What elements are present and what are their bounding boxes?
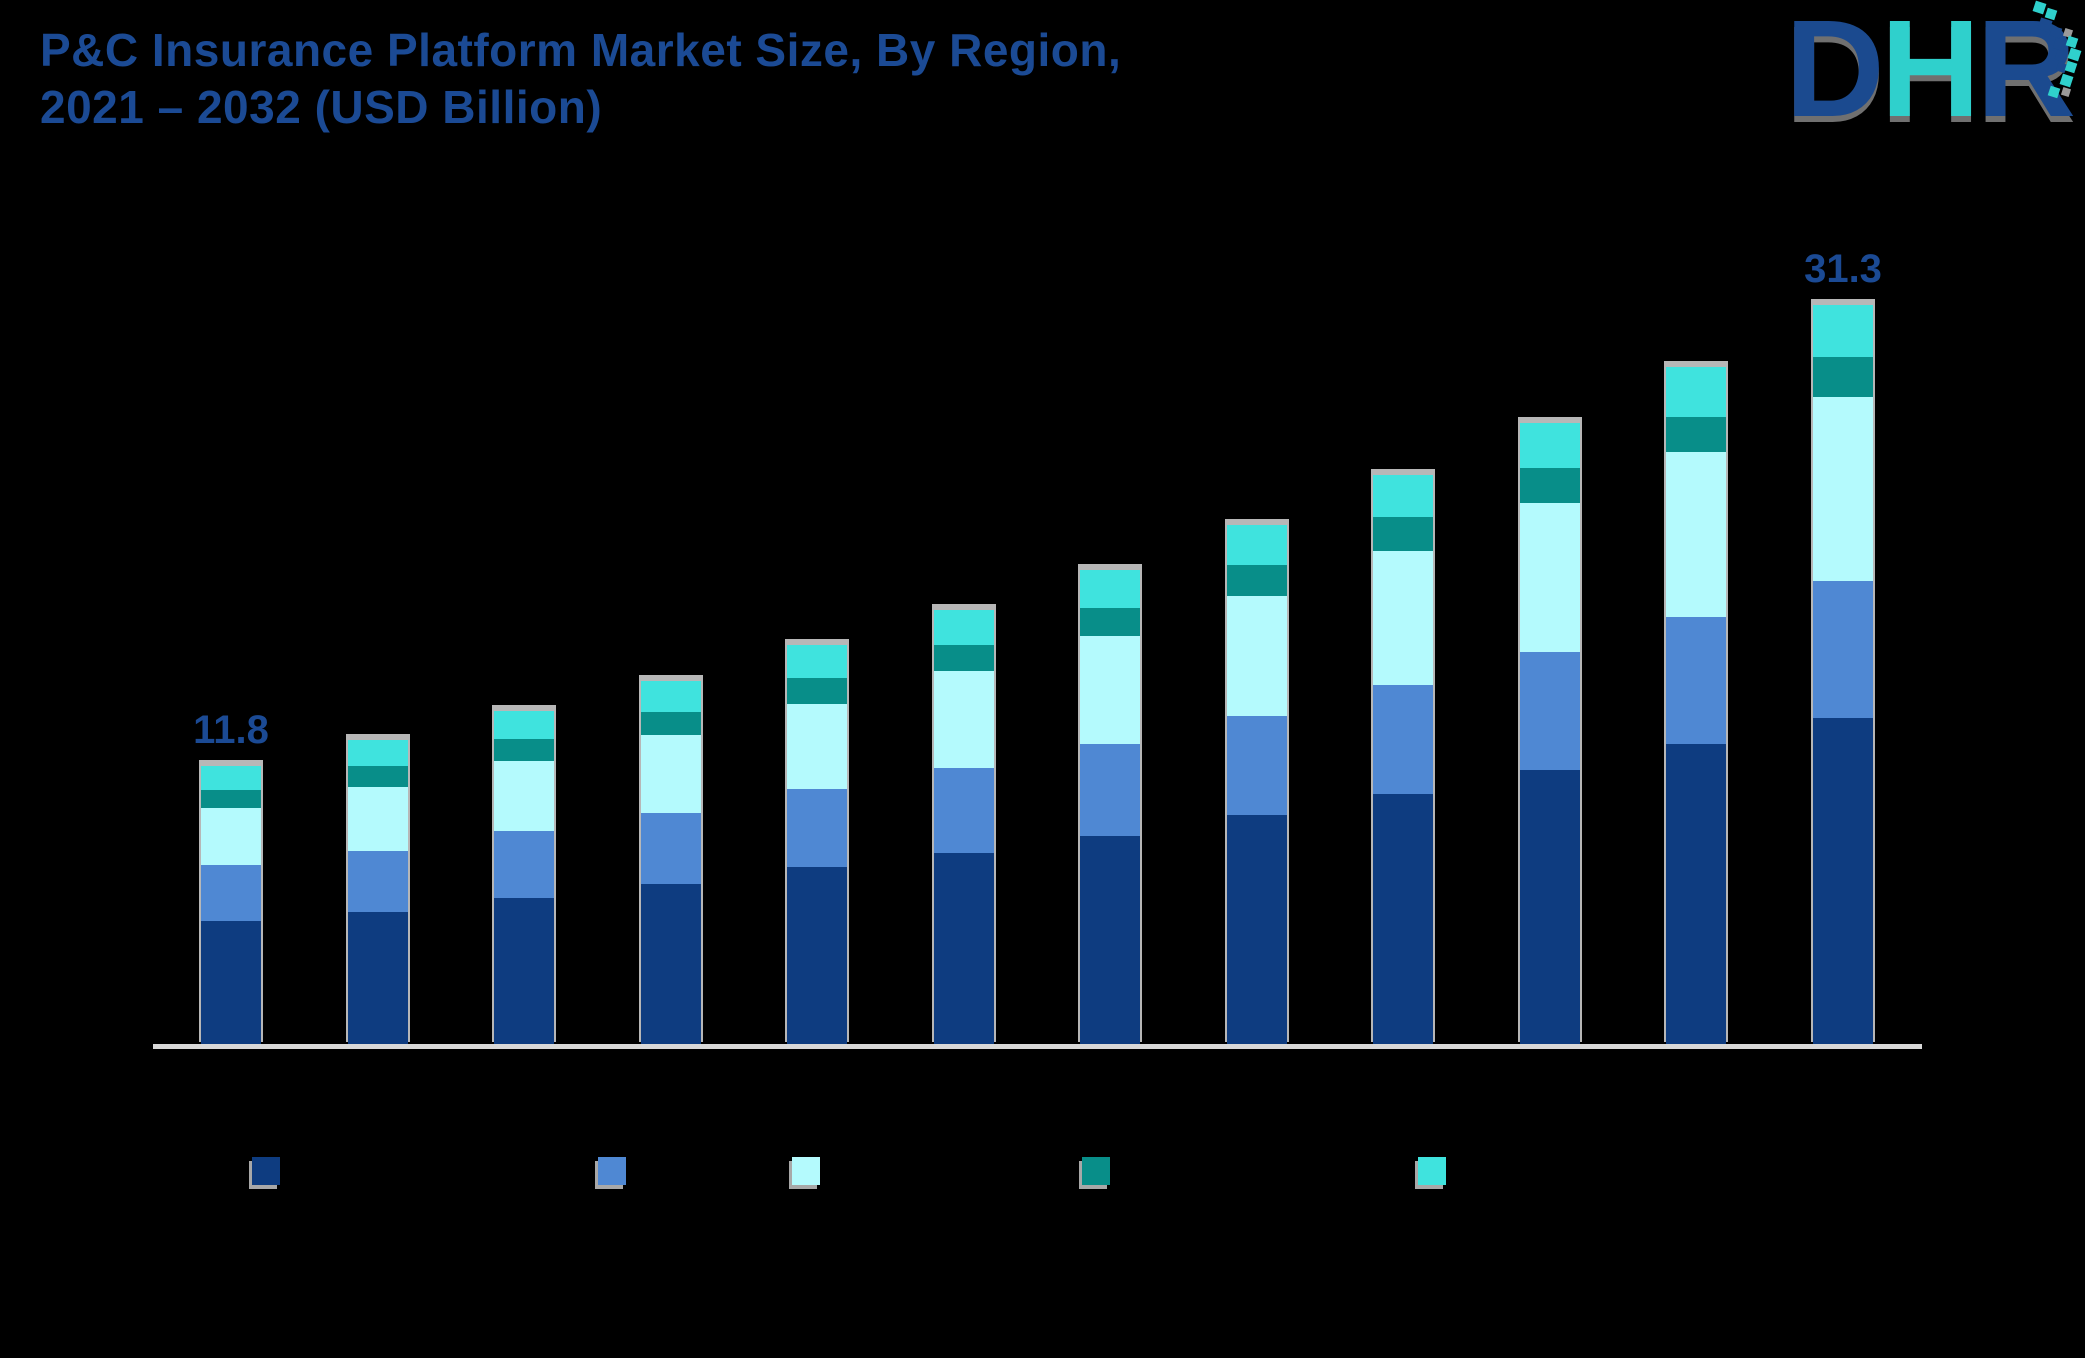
bar-2024 <box>641 681 701 1044</box>
bar-2026 <box>934 610 994 1044</box>
bar-2021-segment-2-medium-blue <box>201 864 261 922</box>
bar-2030 <box>1520 423 1580 1044</box>
bar-2031-segment-5-turquoise-top <box>1666 367 1726 417</box>
chart-title-line2: 2021 – 2032 (USD Billion) <box>40 81 603 133</box>
bar-2022-segment-5-turquoise-top <box>348 740 408 766</box>
bar-2031-segment-2-medium-blue <box>1666 617 1726 745</box>
bar-2029-segment-3-light-cyan <box>1373 550 1433 686</box>
bar-2032-segment-4-dark-teal <box>1813 356 1873 398</box>
bar-2027-segment-5-turquoise-top <box>1080 570 1140 608</box>
bar-2031-segment-3-light-cyan <box>1666 451 1726 618</box>
bar-2021 <box>201 766 261 1044</box>
bar-2027-segment-1-navy-bottom <box>1080 836 1140 1044</box>
bar-2025-segment-2-medium-blue <box>787 789 847 867</box>
bar-2022 <box>348 740 408 1044</box>
value-label-2021: 11.8 <box>193 708 269 752</box>
bar-2024-segment-5-turquoise-top <box>641 681 701 712</box>
chart-title: P&C Insurance Platform Market Size, By R… <box>40 22 1121 136</box>
bar-2030-segment-4-dark-teal <box>1520 467 1580 504</box>
bar-2021-segment-4-dark-teal <box>201 789 261 809</box>
bar-2021-segment-5-turquoise-top <box>201 766 261 790</box>
bar-2029-segment-4-dark-teal <box>1373 517 1433 551</box>
bar-2032 <box>1813 305 1873 1044</box>
bar-2032-segment-1-navy-bottom <box>1813 718 1873 1044</box>
bar-2023-segment-5-turquoise-top <box>494 711 554 740</box>
logo-letter-d: D <box>1785 0 1885 146</box>
bar-2030-segment-5-turquoise-top <box>1520 423 1580 468</box>
bar-2027-segment-2-medium-blue <box>1080 744 1140 837</box>
bar-2022-segment-2-medium-blue <box>348 850 408 913</box>
bar-2025 <box>787 645 847 1044</box>
bar-2021-segment-3-light-cyan <box>201 808 261 865</box>
bar-2028-segment-1-navy-bottom <box>1227 815 1287 1044</box>
bar-2028 <box>1227 525 1287 1044</box>
logo-letter-h: H <box>1880 0 1981 146</box>
bar-2023 <box>494 711 554 1044</box>
legend-swatch-2 <box>598 1157 626 1185</box>
bar-2030-segment-1-navy-bottom <box>1520 770 1580 1044</box>
bar-2028-segment-5-turquoise-top <box>1227 525 1287 566</box>
legend-swatch-3 <box>792 1157 820 1185</box>
bar-2024-segment-1-navy-bottom <box>641 883 701 1044</box>
bar-2023-segment-4-dark-teal <box>494 739 554 761</box>
legend-swatch-5 <box>1418 1157 1446 1185</box>
bar-2023-segment-1-navy-bottom <box>494 897 554 1044</box>
bar-2027 <box>1080 570 1140 1044</box>
bar-2032-segment-3-light-cyan <box>1813 397 1873 582</box>
bar-2030-segment-3-light-cyan <box>1520 503 1580 653</box>
bar-2024-segment-3-light-cyan <box>641 735 701 813</box>
legend-swatch-1 <box>252 1157 280 1185</box>
bar-2026-segment-5-turquoise-top <box>934 610 994 646</box>
bar-2023-segment-2-medium-blue <box>494 831 554 898</box>
bar-2029-segment-2-medium-blue <box>1373 685 1433 794</box>
bar-2031-segment-1-navy-bottom <box>1666 744 1726 1044</box>
bar-2021-segment-1-navy-bottom <box>201 921 261 1044</box>
bar-2029-segment-1-navy-bottom <box>1373 793 1433 1044</box>
bar-2024-segment-2-medium-blue <box>641 812 701 884</box>
chart-title-line1: P&C Insurance Platform Market Size, By R… <box>40 24 1122 76</box>
bar-2025-segment-1-navy-bottom <box>787 866 847 1044</box>
bar-2029-segment-5-turquoise-top <box>1373 475 1433 518</box>
bar-2028-segment-2-medium-blue <box>1227 716 1287 816</box>
bar-2026-segment-2-medium-blue <box>934 768 994 853</box>
bar-2025-segment-5-turquoise-top <box>787 645 847 679</box>
bar-2026-segment-1-navy-bottom <box>934 852 994 1044</box>
bar-2022-segment-3-light-cyan <box>348 787 408 851</box>
bar-2026-segment-4-dark-teal <box>934 645 994 672</box>
bar-2026-segment-3-light-cyan <box>934 671 994 769</box>
value-label-2032: 31.3 <box>1804 247 1882 291</box>
bar-2031-segment-4-dark-teal <box>1666 416 1726 452</box>
bar-2025-segment-4-dark-teal <box>787 678 847 705</box>
bar-2032-segment-5-turquoise-top <box>1813 305 1873 357</box>
bar-2027-segment-4-dark-teal <box>1080 607 1140 637</box>
bar-2022-segment-4-dark-teal <box>348 765 408 788</box>
bar-2029 <box>1373 475 1433 1044</box>
bar-2028-segment-3-light-cyan <box>1227 595 1287 717</box>
bar-2031 <box>1666 367 1726 1044</box>
bar-2032-segment-2-medium-blue <box>1813 581 1873 719</box>
x-axis-line <box>153 1044 1922 1049</box>
dhr-logo: DHR <box>1785 0 2076 138</box>
bar-2025-segment-3-light-cyan <box>787 704 847 789</box>
bar-2022-segment-1-navy-bottom <box>348 912 408 1044</box>
bar-2028-segment-4-dark-teal <box>1227 565 1287 596</box>
bar-2024-segment-4-dark-teal <box>641 711 701 736</box>
bar-2023-segment-3-light-cyan <box>494 760 554 832</box>
bar-2027-segment-3-light-cyan <box>1080 636 1140 745</box>
bar-2030-segment-2-medium-blue <box>1520 652 1580 771</box>
legend-swatch-4 <box>1082 1157 1110 1185</box>
